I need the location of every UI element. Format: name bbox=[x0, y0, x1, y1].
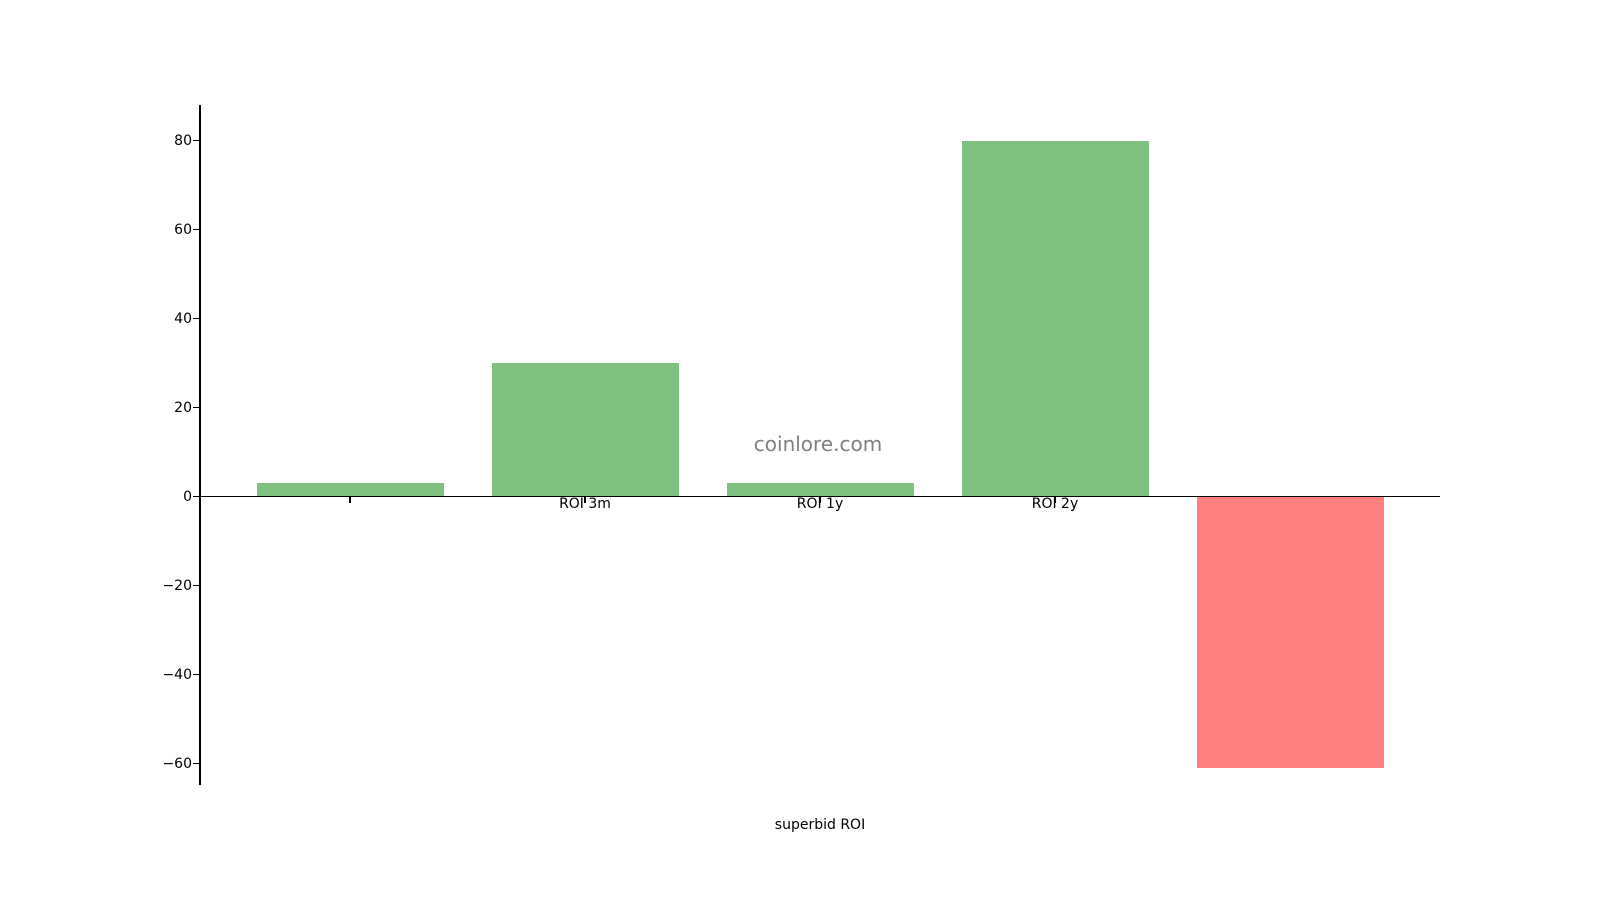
y-tick-mark bbox=[193, 762, 199, 765]
x-tick-mark bbox=[584, 496, 586, 503]
y-tick-mark bbox=[193, 139, 199, 142]
y-tick-mark bbox=[193, 584, 199, 587]
x-tick-mark bbox=[349, 496, 351, 503]
y-tick-mark bbox=[193, 406, 199, 409]
y-tick-label: 80 bbox=[174, 132, 192, 149]
bar-unlabeled-1 bbox=[256, 483, 444, 497]
bar-unlabeled-5 bbox=[1196, 496, 1384, 768]
y-tick-label: 40 bbox=[174, 310, 192, 327]
y-tick-mark bbox=[193, 673, 199, 676]
y-tick-label: −60 bbox=[162, 755, 192, 772]
y-tick-mark bbox=[193, 228, 199, 231]
x-tick-label: ROI 3m bbox=[559, 496, 611, 512]
y-tick-mark bbox=[193, 317, 199, 320]
bar-roi-2y bbox=[961, 140, 1149, 497]
watermark: coinlore.com bbox=[753, 432, 883, 456]
y-tick-label: −40 bbox=[162, 666, 192, 683]
chart-title: superbid ROI bbox=[774, 817, 866, 833]
x-tick-mark bbox=[1054, 496, 1056, 503]
y-tick-label: 60 bbox=[174, 221, 192, 238]
bar-roi-1y bbox=[726, 483, 914, 497]
bar-roi-3m bbox=[491, 363, 679, 497]
y-axis-line bbox=[199, 105, 201, 785]
y-tick-label: 0 bbox=[183, 488, 192, 505]
y-tick-label: 20 bbox=[174, 399, 192, 416]
x-tick-mark bbox=[819, 496, 821, 503]
x-tick-label: ROI 1y bbox=[796, 496, 844, 512]
y-tick-label: −20 bbox=[162, 577, 192, 594]
x-tick-label: ROI 2y bbox=[1031, 496, 1079, 512]
x-axis-line bbox=[199, 495, 1440, 498]
y-tick-mark bbox=[193, 495, 199, 498]
